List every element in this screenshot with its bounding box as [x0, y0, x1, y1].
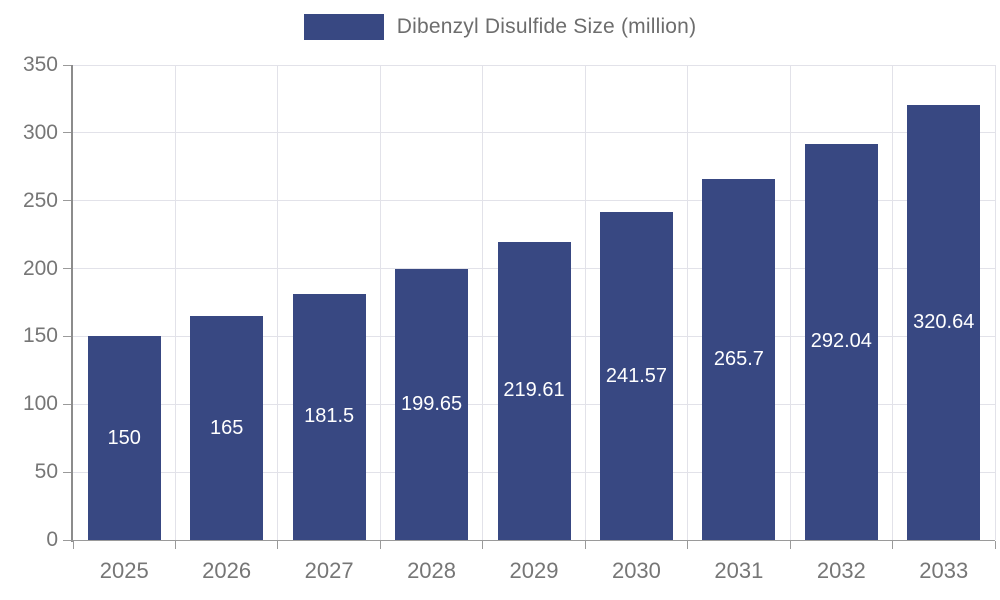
gridline-vertical — [277, 65, 279, 540]
legend-item[interactable]: Dibenzyl Disulfide Size (million) — [303, 14, 697, 40]
bar-2029[interactable]: 219.61 — [497, 241, 571, 540]
y-axis-tick — [63, 403, 71, 405]
x-axis-tick — [789, 541, 791, 549]
y-axis-tick — [63, 471, 71, 473]
y-tick-label: 0 — [46, 528, 58, 551]
gridline-horizontal — [73, 200, 995, 202]
bar-value-label: 199.65 — [400, 393, 463, 416]
y-tick-label: 100 — [22, 392, 58, 416]
gridline-vertical — [687, 65, 689, 540]
legend-label: Dibenzyl Disulfide Size (million) — [396, 15, 697, 38]
x-tick-label: 2025 — [99, 558, 149, 583]
x-tick-label: 2026 — [202, 558, 252, 583]
gridline-vertical — [994, 65, 996, 540]
gridline-horizontal — [73, 132, 995, 134]
x-tick-label: 2032 — [816, 558, 866, 583]
y-axis-tick — [63, 539, 71, 541]
y-tick-label: 300 — [22, 120, 58, 144]
x-tick-label: 2029 — [509, 558, 559, 583]
y-axis-tick — [63, 335, 71, 337]
bar-2031[interactable]: 265.7 — [702, 179, 776, 540]
y-tick-label: 250 — [22, 188, 58, 212]
legend: Dibenzyl Disulfide Size (million) — [0, 14, 1000, 40]
x-axis-tick — [584, 541, 586, 549]
x-tick-label: 2030 — [611, 558, 661, 583]
bar-value-label: 181.5 — [304, 405, 355, 428]
bar-value-label: 320.64 — [913, 310, 975, 333]
bar-value-label: 265.7 — [713, 348, 764, 371]
bar-value-label: 241.57 — [605, 364, 668, 387]
gridline-vertical — [482, 65, 484, 540]
x-tick-label: 2033 — [919, 558, 969, 583]
x-tick-label: 2031 — [714, 558, 764, 583]
bar-2033[interactable]: 320.64 — [907, 104, 981, 540]
y-tick-label: 150 — [22, 324, 58, 348]
y-axis-tick — [63, 268, 71, 270]
bar-value-label: 165 — [209, 416, 244, 439]
gridline-vertical — [174, 65, 176, 540]
bar-value-label: 219.61 — [503, 379, 565, 402]
bar-value-label: 292.04 — [810, 330, 872, 353]
x-axis-tick — [277, 541, 279, 549]
y-axis-tick — [63, 64, 71, 66]
x-axis-line — [71, 540, 995, 541]
y-axis-tick — [63, 132, 71, 134]
gridline-horizontal — [73, 64, 995, 66]
gridline-vertical — [379, 65, 381, 540]
bar-2027[interactable]: 181.5 — [292, 293, 366, 540]
bar-2032[interactable]: 292.04 — [804, 143, 878, 540]
y-tick-label: 200 — [22, 256, 58, 280]
x-axis-tick — [174, 541, 176, 549]
x-tick-label: 2028 — [407, 558, 457, 583]
x-axis-tick — [994, 541, 996, 549]
bar-2028[interactable]: 199.65 — [395, 269, 469, 540]
x-tick-label: 2027 — [304, 558, 354, 583]
plot-area: 150 165 181.5 199.65 219.61 241.57 265.7 292.04… — [63, 64, 996, 549]
bar-2026[interactable]: 165 — [190, 316, 264, 540]
y-axis-line — [71, 65, 73, 542]
legend-swatch — [303, 14, 384, 40]
bar-value-label: 150 — [107, 426, 141, 449]
x-axis-tick — [72, 541, 74, 549]
y-axis-tick — [63, 200, 71, 202]
gridline-vertical — [584, 65, 586, 540]
x-axis-tick — [482, 541, 484, 549]
y-tick-label: 50 — [34, 460, 58, 484]
x-axis-tick — [687, 541, 689, 549]
y-tick-label: 350 — [22, 53, 58, 76]
gridline-vertical — [892, 65, 894, 540]
x-axis-tick — [892, 541, 894, 549]
bar-2030[interactable]: 241.57 — [599, 212, 673, 540]
bar-2025[interactable]: 150 — [87, 336, 161, 540]
gridline-vertical — [789, 65, 791, 540]
x-axis-tick — [379, 541, 381, 549]
